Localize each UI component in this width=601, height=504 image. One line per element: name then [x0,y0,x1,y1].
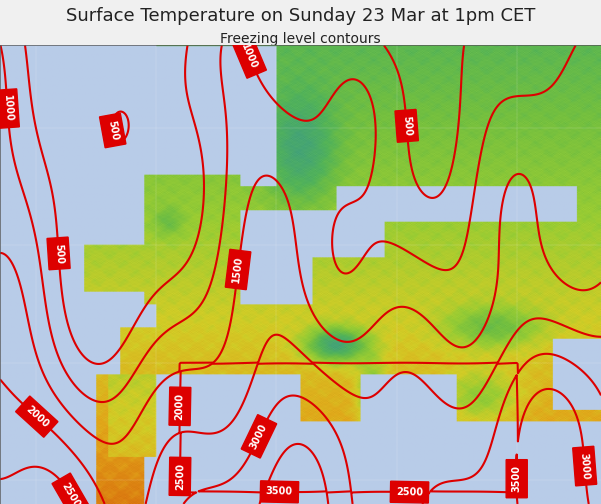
Text: 2500: 2500 [396,487,423,497]
Text: 1000: 1000 [2,95,13,122]
Text: 1500: 1500 [231,256,245,284]
Text: 2000: 2000 [175,393,185,420]
Text: 3000: 3000 [579,452,591,480]
Text: 2500: 2500 [175,463,185,490]
Text: 500: 500 [401,115,412,136]
Text: Surface Temperature on Sunday 23 Mar at 1pm CET: Surface Temperature on Sunday 23 Mar at … [66,7,535,25]
Text: Freezing level contours: Freezing level contours [220,32,381,45]
Text: 2000: 2000 [23,404,50,429]
Text: 500: 500 [106,119,120,141]
Text: 3500: 3500 [511,465,522,492]
Text: 3500: 3500 [266,486,293,497]
Text: 2500: 2500 [59,481,82,504]
Text: 3000: 3000 [249,422,269,451]
Text: 500: 500 [53,243,64,264]
Text: 1000: 1000 [239,42,259,71]
